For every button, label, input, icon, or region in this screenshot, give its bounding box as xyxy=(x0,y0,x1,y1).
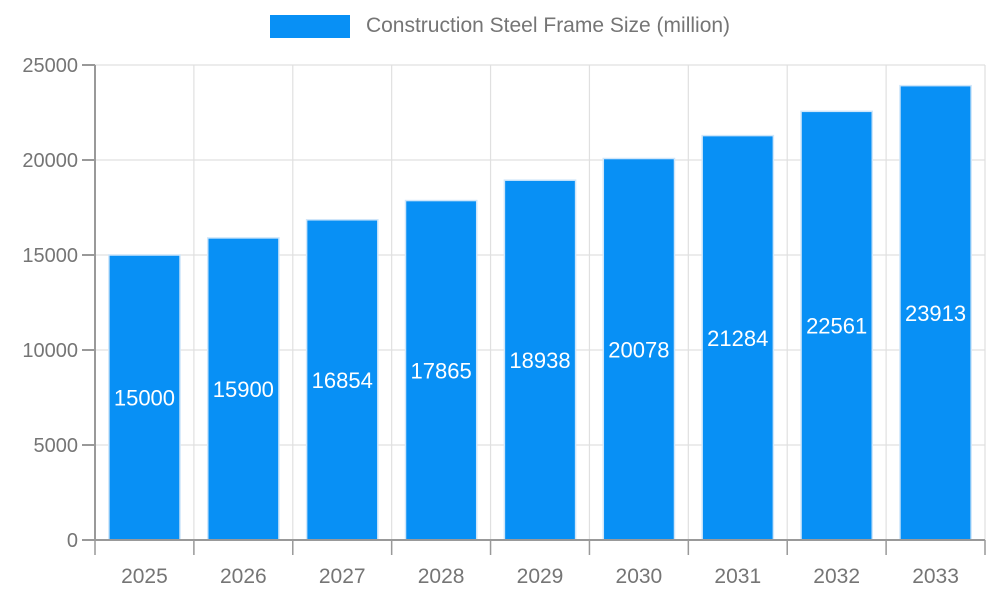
x-tick-label: 2027 xyxy=(319,565,366,588)
bar[interactable] xyxy=(701,134,775,541)
bar-value-label: 21284 xyxy=(707,326,768,351)
x-tick-label: 2026 xyxy=(220,565,267,588)
bar-value-label: 15000 xyxy=(114,386,175,411)
x-tick-label: 2030 xyxy=(616,565,663,588)
bar-value-label: 17865 xyxy=(411,358,472,383)
bar[interactable] xyxy=(206,237,280,541)
legend-label: Construction Steel Frame Size (million) xyxy=(365,14,731,37)
bar[interactable] xyxy=(404,199,478,541)
y-tick-label: 25000 xyxy=(22,55,78,77)
bar[interactable] xyxy=(800,110,874,541)
x-tick-label: 2033 xyxy=(912,565,959,588)
bar[interactable] xyxy=(108,254,181,541)
bar-value-label: 16854 xyxy=(312,368,373,393)
x-tick-label: 2028 xyxy=(418,565,465,588)
x-tick-label: 2031 xyxy=(714,565,761,588)
bar-value-label: 15900 xyxy=(213,377,274,402)
y-tick-label: 5000 xyxy=(34,435,79,457)
bar-value-label: 22561 xyxy=(806,314,867,339)
legend-swatch xyxy=(269,14,350,38)
y-tick-label: 0 xyxy=(67,530,78,552)
x-tick-label: 2029 xyxy=(517,565,564,588)
bar[interactable] xyxy=(899,84,972,541)
bar-value-label: 23913 xyxy=(905,301,966,326)
bar-value-label: 20078 xyxy=(608,337,669,362)
x-tick-label: 2025 xyxy=(121,565,168,588)
y-tick-label: 10000 xyxy=(22,340,78,362)
bar-value-label: 18938 xyxy=(509,348,570,373)
y-tick-label: 20000 xyxy=(22,150,78,172)
y-tick-label: 15000 xyxy=(22,245,78,267)
bar[interactable] xyxy=(602,157,676,541)
x-tick-label: 2032 xyxy=(813,565,860,588)
legend[interactable]: Construction Steel Frame Size (million) xyxy=(0,14,1000,38)
